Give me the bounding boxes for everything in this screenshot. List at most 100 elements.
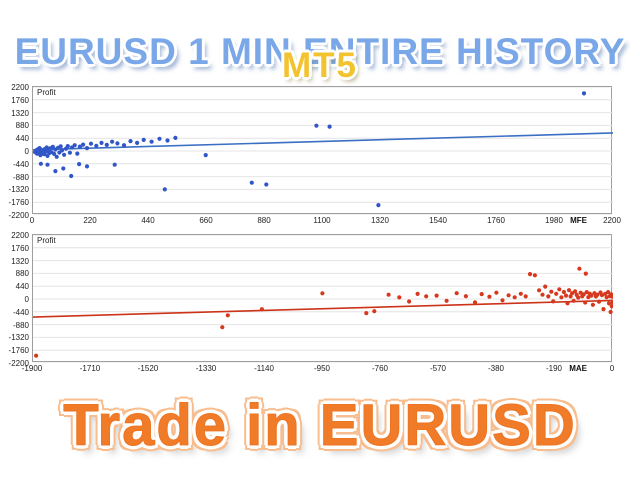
scatter-point — [84, 146, 90, 151]
y-tick-label: 1320 — [11, 108, 29, 118]
scatter-point — [604, 295, 609, 300]
scatter-point — [472, 300, 478, 305]
scatter-point — [141, 137, 146, 142]
scatter-point — [532, 273, 537, 278]
scatter-point — [601, 307, 606, 312]
scatter-point — [407, 299, 412, 304]
x-tick-label: 880 — [257, 216, 271, 225]
scatter-point — [583, 271, 588, 276]
plot-area: Profit — [32, 234, 613, 363]
scatter-point — [53, 169, 58, 174]
scatter-point — [424, 294, 429, 299]
x-tick-label: 1540 — [429, 216, 447, 225]
scatter-point — [149, 139, 154, 144]
scatter-point — [110, 139, 115, 144]
x-tick-label: 440 — [141, 216, 155, 225]
scatter-point — [104, 142, 109, 147]
scatter-point — [61, 166, 66, 171]
scatter-point — [487, 294, 492, 299]
x-tick-label: -1330 — [195, 364, 217, 373]
scatter-point — [88, 141, 94, 146]
x-tick-label: 1320 — [371, 216, 389, 225]
scatter-point — [34, 353, 39, 358]
x-tick-label: -1900 — [21, 364, 43, 373]
scatter-point — [551, 299, 556, 304]
scatter-point — [479, 292, 484, 297]
scatter-point — [220, 325, 225, 330]
y-axis-tick-labels: 2200 1760 1320 880 440 0 -440 -880 -1320 -1760 -22… — [4, 231, 32, 368]
y-tick-label: -1320 — [8, 333, 29, 343]
y-tick-label: -440 — [12, 159, 29, 169]
scatter-point — [573, 289, 578, 294]
y-tick-label: 0 — [24, 147, 29, 156]
scatter-chart-profit-vs-mfe: 2200 1760 1320 880 440 0 -440 -880 -1320 -1760 -22… — [4, 83, 638, 230]
y-tick-label: 880 — [15, 269, 29, 279]
x-tick-label: -570 — [429, 364, 447, 373]
y-tick-label: 2200 — [11, 83, 29, 92]
y-axis-tick-labels: 2200 1760 1320 880 440 0 -440 -880 -1320 -1760 -22… — [4, 83, 32, 220]
scatter-point — [52, 151, 57, 156]
y-axis-title: Profit — [35, 88, 58, 97]
scatter-point — [546, 294, 551, 299]
y-tick-label: -1760 — [8, 346, 29, 356]
scatter-canvas — [33, 235, 613, 363]
scatter-point — [590, 302, 596, 307]
scatter-point — [58, 144, 63, 149]
x-tick-label: -190 — [545, 364, 563, 373]
scatter-point — [557, 287, 562, 292]
scatter-point — [72, 143, 77, 148]
scatter-point — [561, 289, 567, 295]
scatter-canvas — [33, 87, 613, 215]
scatter-point — [50, 144, 55, 149]
x-axis-tick-labels: MFE 0 220 440 660 880 1100 1320 1540 1760 1980 220… — [30, 214, 621, 230]
scatter-point — [173, 135, 178, 140]
x-tick-label: 1760 — [487, 216, 505, 225]
y-tick-label: 440 — [15, 134, 29, 144]
scatter-point — [527, 272, 533, 277]
scatter-point — [38, 161, 43, 166]
y-axis-title: Profit — [35, 236, 58, 245]
x-tick-label: -1140 — [254, 364, 274, 373]
y-tick-label: 880 — [15, 121, 29, 131]
y-tick-label: 1760 — [11, 243, 29, 253]
x-tick-label: 2200 — [603, 216, 621, 225]
scatter-point — [563, 293, 569, 298]
y-tick-label: -1760 — [8, 198, 29, 208]
x-tick-label: -1710 — [79, 364, 101, 373]
scatter-point — [578, 290, 583, 295]
y-tick-label: -440 — [12, 307, 29, 317]
x-tick-label: -380 — [487, 364, 505, 373]
scatter-point — [434, 293, 439, 298]
scatter-point — [94, 143, 99, 148]
scatter-point — [320, 291, 325, 296]
scatter-point — [67, 150, 72, 155]
scatter-point — [162, 187, 167, 192]
scatter-point — [589, 293, 594, 298]
scatter-point — [397, 295, 402, 300]
scatter-point — [506, 293, 511, 298]
scatter-point — [69, 173, 74, 179]
scatter-point — [327, 124, 332, 129]
scatter-point — [259, 307, 264, 312]
scatter-point — [376, 203, 381, 208]
scatter-point — [596, 299, 602, 304]
x-axis-tick-labels: MAE -1900 -1710 -1520 -1330 -1140 -950 -760 -57… — [22, 362, 615, 378]
scatter-point — [99, 140, 104, 145]
scatter-point — [386, 292, 391, 297]
scatter-point — [454, 291, 459, 296]
y-tick-label: -2200 — [8, 359, 29, 368]
trend-line — [33, 299, 613, 318]
scatter-point — [577, 266, 582, 271]
scatter-point — [609, 304, 613, 309]
plot-area: Profit — [32, 86, 613, 215]
scatter-point — [59, 148, 65, 153]
scatter-point — [128, 139, 133, 144]
scatter-chart-profit-vs-mae: 2200 1760 1320 880 440 0 -440 -880 -1320 -1760 -22… — [4, 231, 638, 378]
scatter-point — [75, 151, 80, 156]
scatter-point — [523, 294, 528, 299]
scatter-point — [595, 292, 600, 297]
x-tick-label: 0 — [609, 364, 615, 373]
scatter-point — [45, 162, 50, 167]
scatter-point — [540, 292, 545, 297]
scatter-point — [81, 142, 86, 147]
